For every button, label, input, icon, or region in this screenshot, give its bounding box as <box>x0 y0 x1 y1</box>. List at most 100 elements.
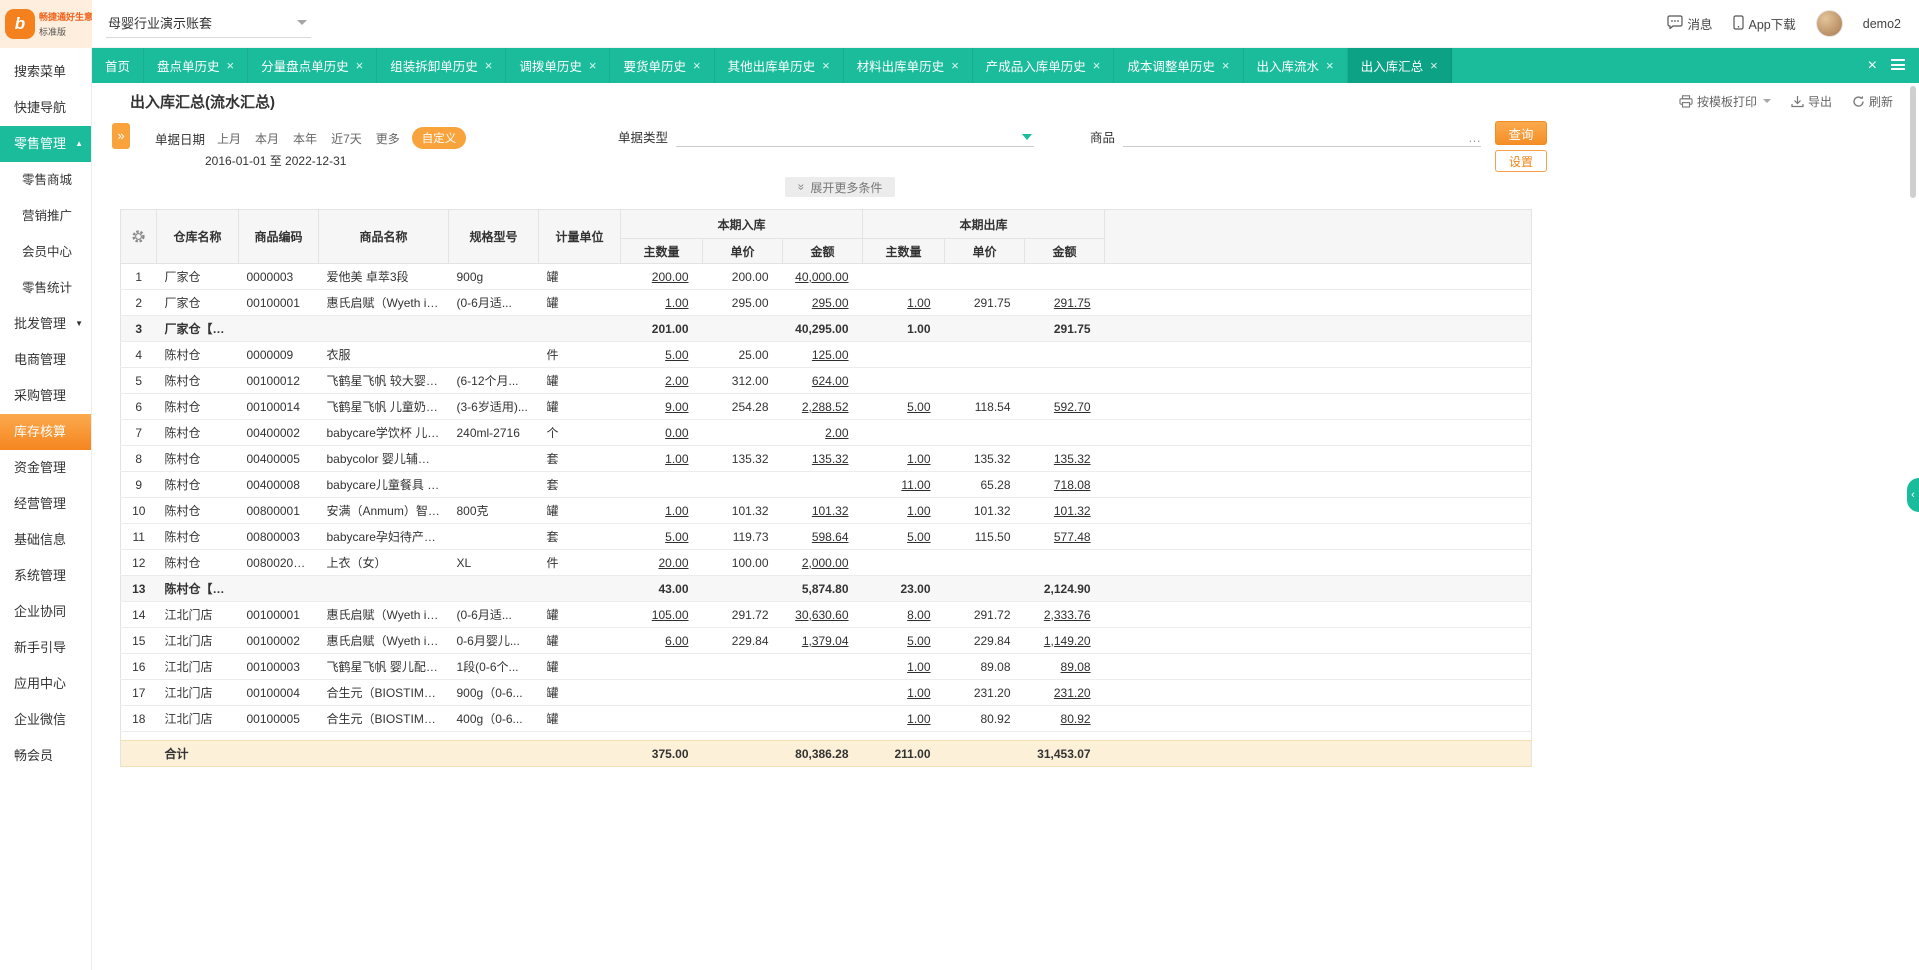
tab-close-icon[interactable]: × <box>951 58 959 73</box>
drilldown-link[interactable]: 0.00 <box>665 425 689 440</box>
drilldown-link[interactable]: 1.00 <box>665 451 689 466</box>
tab-transfer-history[interactable]: 调拨单历史 × <box>506 48 611 83</box>
sidebar-item-quick-nav[interactable]: 快捷导航 <box>0 90 91 126</box>
drilldown-link[interactable]: 1,379.04 <box>801 633 849 648</box>
tab-home[interactable]: 首页 <box>92 48 145 83</box>
drilldown-link[interactable]: 718.08 <box>1053 477 1091 492</box>
sidebar-item-retail-mgmt[interactable]: 零售管理 ▲ <box>0 126 91 162</box>
tab-close-icon[interactable]: × <box>1092 58 1101 73</box>
drilldown-link[interactable]: 577.48 <box>1053 529 1091 544</box>
sidebar-item-purchase-mgmt[interactable]: 采购管理 <box>0 378 91 414</box>
drilldown-link[interactable]: 291.75 <box>1053 295 1091 310</box>
sidebar-item-funds-mgmt[interactable]: 资金管理 <box>0 450 91 486</box>
tab-close-icon[interactable]: × <box>484 58 493 73</box>
tab-close-icon[interactable]: × <box>692 58 701 73</box>
drilldown-link[interactable]: 135.32 <box>811 451 849 466</box>
drilldown-link[interactable]: 2.00 <box>665 373 689 388</box>
tab-inout-flow[interactable]: 出入库流水 × <box>1244 48 1348 83</box>
drilldown-link[interactable]: 5.00 <box>907 529 931 544</box>
drilldown-link[interactable]: 598.64 <box>811 529 849 544</box>
tab-finished-inbound-history[interactable]: 产成品入库单历史 × <box>973 48 1115 83</box>
sidebar-item-chang-member[interactable]: 畅会员 <box>0 738 91 774</box>
avatar[interactable] <box>1815 10 1843 37</box>
expand-more-conditions-button[interactable]: » 展开更多条件 <box>784 177 896 197</box>
drilldown-link[interactable]: 200.00 <box>651 269 689 284</box>
drilldown-link[interactable]: 5.00 <box>665 529 689 544</box>
tab-list-menu-icon[interactable] <box>1891 58 1905 74</box>
drilldown-link[interactable]: 1,149.20 <box>1043 633 1091 648</box>
tab-cost-adjust-history[interactable]: 成本调整单历史 × <box>1114 48 1244 83</box>
tab-close-icon[interactable]: × <box>1221 58 1230 73</box>
tab-requisition-history[interactable]: 要货单历史 × <box>610 48 715 83</box>
sidebar-item-retail-mall[interactable]: 零售商城 <box>0 162 91 198</box>
app-download-button[interactable]: App下载 <box>1732 14 1796 33</box>
tab-partial-count-history[interactable]: 分量盘点单历史 × <box>248 48 378 83</box>
drilldown-link[interactable]: 1.00 <box>907 711 931 726</box>
sidebar-item-search-menu[interactable]: 搜索菜单 <box>0 54 91 90</box>
tab-close-icon[interactable]: × <box>588 58 597 73</box>
drilldown-link[interactable]: 30,630.60 <box>795 607 849 622</box>
gear-icon[interactable] <box>122 229 156 244</box>
drilldown-link[interactable]: 135.32 <box>1053 451 1091 466</box>
date-shortcut-2[interactable]: 本年 <box>293 131 318 146</box>
drilldown-link[interactable]: 11.00 <box>901 477 931 492</box>
tab-count-history[interactable]: 盘点单历史 × <box>144 48 249 83</box>
collapse-filters-button[interactable]: » <box>112 123 130 149</box>
drilldown-link[interactable]: 125.00 <box>811 347 849 362</box>
tab-close-icon[interactable]: × <box>1430 58 1438 73</box>
print-by-template-button[interactable]: 按模板打印 <box>1679 93 1771 110</box>
drilldown-link[interactable]: 9.00 <box>665 399 689 414</box>
more-options-icon[interactable]: … <box>1468 130 1482 145</box>
account-select[interactable]: 母婴行业演示账套 <box>106 10 311 38</box>
tab-close-icon[interactable]: × <box>1326 58 1334 73</box>
drilldown-link[interactable]: 80.92 <box>1060 711 1091 726</box>
drilldown-link[interactable]: 295.00 <box>811 295 849 310</box>
date-shortcut-3[interactable]: 近7天 <box>331 131 362 146</box>
drilldown-link[interactable]: 5.00 <box>907 633 931 648</box>
sidebar-item-base-info[interactable]: 基础信息 <box>0 522 91 558</box>
close-all-tabs-icon[interactable]: × <box>1867 56 1877 74</box>
drilldown-link[interactable]: 8.00 <box>907 607 931 622</box>
export-button[interactable]: 导出 <box>1791 93 1832 110</box>
date-shortcut-1[interactable]: 本月 <box>255 131 280 146</box>
tab-assembly-history[interactable]: 组装拆卸单历史 × <box>377 48 507 83</box>
panel-collapse-handle[interactable]: ‹ <box>1907 478 1919 512</box>
tab-close-icon[interactable]: × <box>226 58 235 73</box>
messages-button[interactable]: 消息 <box>1666 14 1713 33</box>
query-button[interactable]: 查询 <box>1495 121 1547 145</box>
date-shortcut-0[interactable]: 上月 <box>217 131 242 146</box>
sidebar-item-wholesale-mgmt[interactable]: 批发管理 ▼ <box>0 306 91 342</box>
sidebar-item-operation-mgmt[interactable]: 经营管理 <box>0 486 91 522</box>
drilldown-link[interactable]: 592.70 <box>1053 399 1091 414</box>
drilldown-link[interactable]: 2,333.76 <box>1043 607 1091 622</box>
sidebar-item-beginner-guide[interactable]: 新手引导 <box>0 630 91 666</box>
date-shortcut-4[interactable]: 更多 <box>375 131 400 146</box>
drilldown-link[interactable]: 2,000.00 <box>801 555 849 570</box>
sidebar-item-inventory-accounting[interactable]: 库存核算 <box>0 414 91 450</box>
tab-other-outbound-history[interactable]: 其他出库单历史 × <box>715 48 844 83</box>
drilldown-link[interactable]: 2.00 <box>825 425 849 440</box>
scrollbar-thumb[interactable] <box>1910 86 1916 198</box>
drilldown-link[interactable]: 231.20 <box>1053 685 1091 700</box>
drilldown-link[interactable]: 1.00 <box>907 451 931 466</box>
tab-inout-summary[interactable]: 出入库汇总 × <box>1347 48 1452 83</box>
drilldown-link[interactable]: 1.00 <box>907 295 931 310</box>
sidebar-item-member-center[interactable]: 会员中心 <box>0 234 91 270</box>
sidebar-item-retail-stats[interactable]: 零售统计 <box>0 270 91 306</box>
drilldown-link[interactable]: 1.00 <box>907 685 931 700</box>
drilldown-link[interactable]: 6.00 <box>665 633 689 648</box>
drilldown-link[interactable]: 101.32 <box>811 503 849 518</box>
drilldown-link[interactable]: 624.00 <box>811 373 849 388</box>
drilldown-link[interactable]: 1.00 <box>907 659 931 674</box>
custom-date-button[interactable]: 自定义 <box>411 127 467 149</box>
drilldown-link[interactable]: 1.00 <box>907 503 931 518</box>
drilldown-link[interactable]: 5.00 <box>907 399 931 414</box>
username[interactable]: demo2 <box>1862 16 1901 31</box>
drilldown-link[interactable]: 1.00 <box>665 503 689 518</box>
drilldown-link[interactable]: 20.00 <box>658 555 689 570</box>
drilldown-link[interactable]: 40,000.00 <box>795 269 849 284</box>
tab-close-icon[interactable]: × <box>355 58 364 73</box>
tab-material-outbound-history[interactable]: 材料出库单历史 × <box>844 48 973 83</box>
product-input[interactable]: … <box>1123 127 1482 147</box>
sidebar-item-app-center[interactable]: 应用中心 <box>0 666 91 702</box>
